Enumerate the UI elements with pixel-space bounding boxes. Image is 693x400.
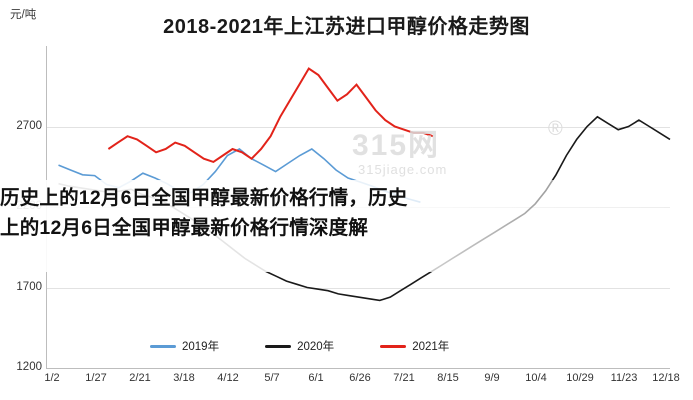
y-tick-label: 1200 [16, 361, 42, 373]
x-tick-label: 4/12 [217, 372, 239, 384]
series-line-2021 [107, 67, 434, 164]
chart-title: 2018-2021年上江苏进口甲醇价格走势图 [163, 16, 530, 38]
legend-item-2021[interactable]: 2021年 [380, 338, 449, 354]
x-axis-line [46, 368, 670, 369]
legend-item-2019[interactable]: 2019年 [150, 338, 219, 354]
x-tick-label: 10/29 [566, 372, 594, 384]
x-tick-label: 5/7 [264, 372, 280, 384]
x-tick-label: 6/1 [308, 372, 324, 384]
gridline [46, 126, 670, 128]
x-tick-label: 3/18 [173, 372, 195, 384]
x-tick-label: 11/23 [610, 372, 638, 384]
gridline [46, 287, 670, 289]
y-tick-label: 1700 [16, 280, 42, 293]
overlay-headline-line1: 历史上的12月6日全国甲醇最新价格行情，历史 [0, 187, 408, 209]
legend-label: 2021年 [412, 341, 450, 353]
x-tick-label: 10/4 [525, 372, 547, 384]
x-tick-label: 9/9 [484, 372, 500, 384]
legend-label: 2019年 [182, 341, 220, 353]
x-tick-label: 2/21 [129, 372, 151, 384]
y-axis-unit-label: 元/吨 [10, 9, 37, 21]
legend-swatch-icon [265, 344, 292, 348]
legend-label: 2020年 [297, 341, 335, 353]
legend-swatch-icon [380, 344, 407, 348]
x-tick-label: 1/27 [85, 372, 107, 384]
chart-legend: 2019年 2020年 2021年 [150, 338, 449, 354]
legend-item-2020[interactable]: 2020年 [265, 338, 334, 354]
x-tick-label: 7/21 [393, 372, 415, 384]
x-tick-label: 8/15 [437, 372, 459, 384]
overlay-headline-line2: 上的12月6日全国甲醇最新价格行情深度解 [0, 217, 369, 239]
y-tick-label: 2700 [16, 119, 42, 132]
x-tick-label: 6/26 [349, 372, 371, 384]
x-tick-label: 12/18 [652, 372, 680, 384]
legend-swatch-icon [150, 344, 176, 348]
x-tick-label: 1/2 [44, 372, 60, 384]
overlay-headline: 历史上的12月6日全国甲醇最新价格行情，历史 上的12月6日全国甲醇最新价格行情… [0, 183, 660, 243]
